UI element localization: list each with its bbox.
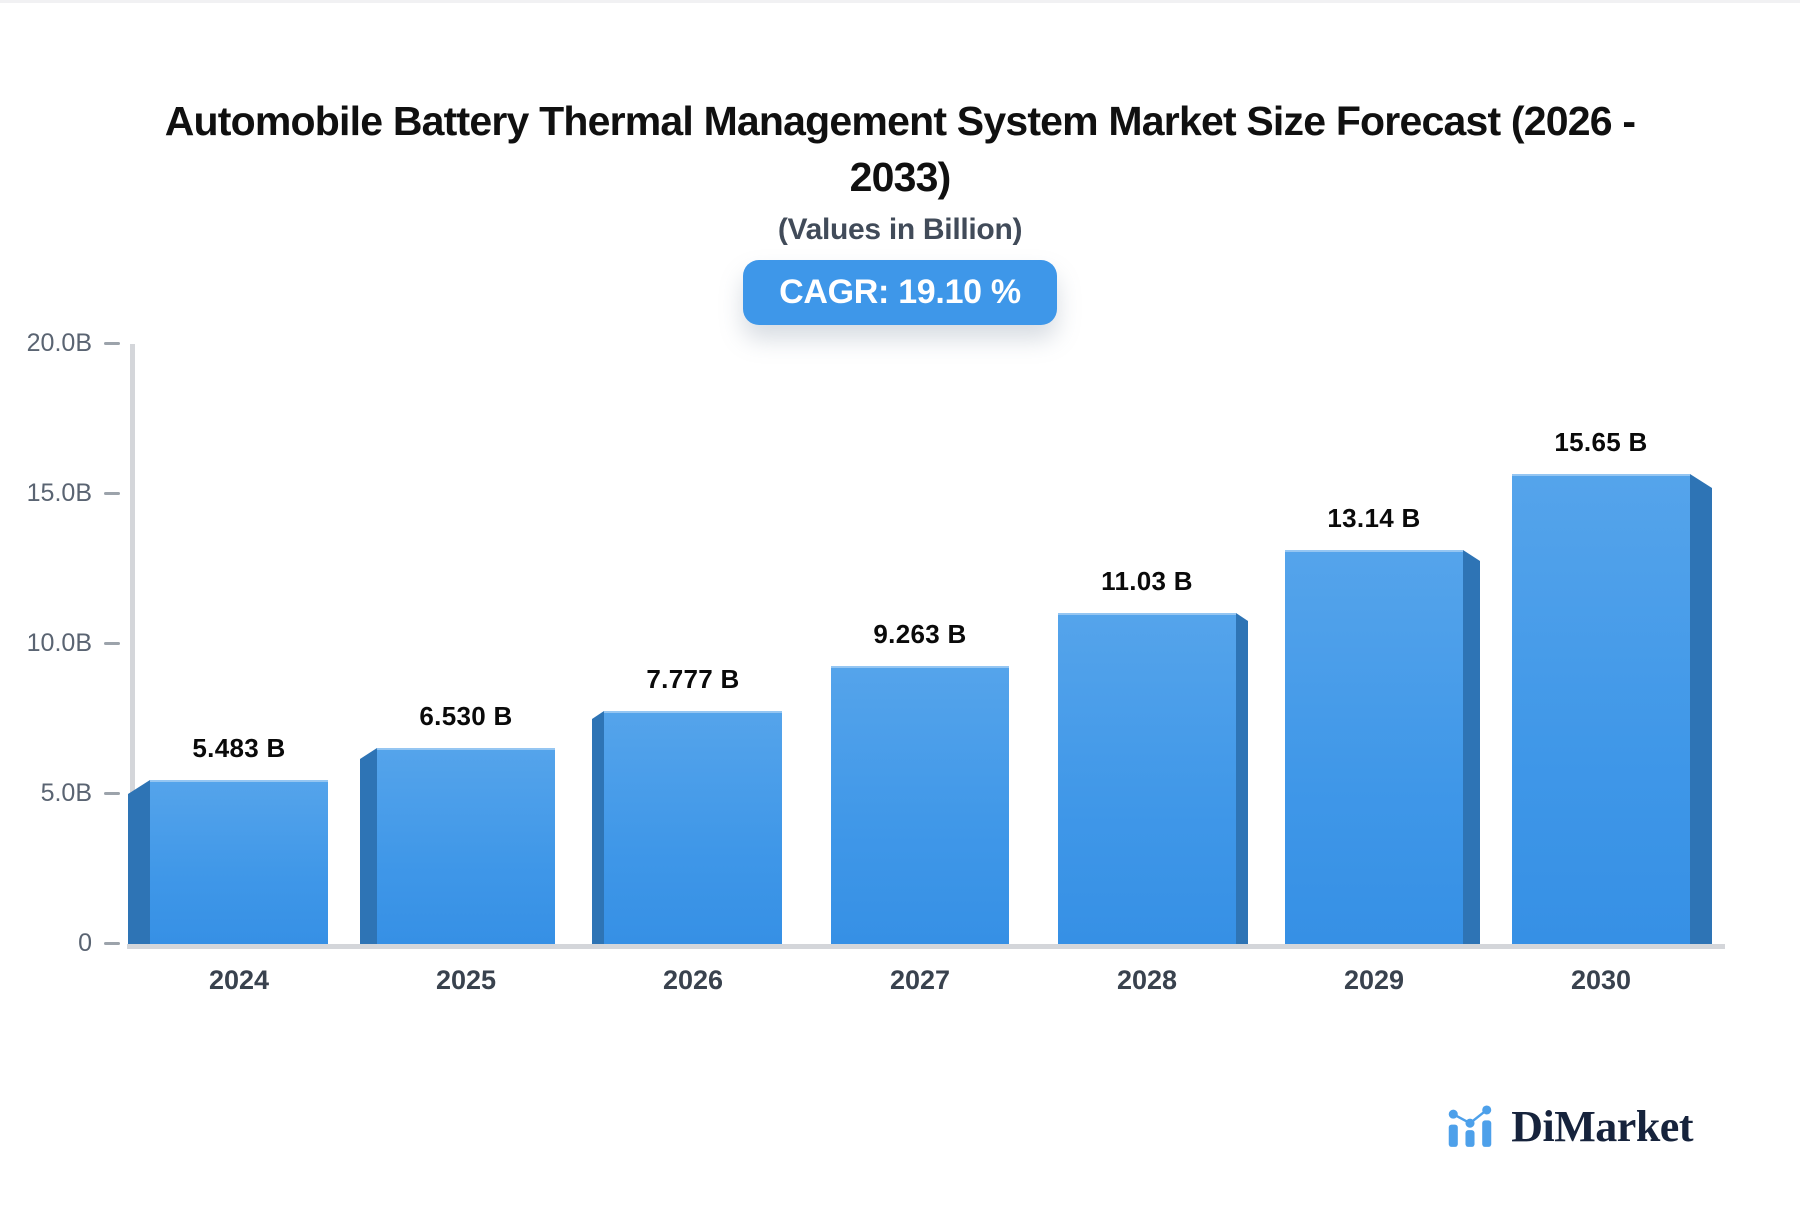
x-axis-category-label: 2026 bbox=[662, 965, 724, 995]
y-axis-tick-label: 5.0B bbox=[40, 779, 92, 807]
bar bbox=[150, 780, 328, 944]
bar-3d-side bbox=[592, 711, 604, 944]
y-axis-tick-label: 15.0B bbox=[26, 479, 92, 507]
bar bbox=[604, 711, 782, 944]
y-axis-line bbox=[130, 344, 135, 949]
bar-value-label: 6.530 B bbox=[419, 701, 513, 731]
dimarket-logo-text: DiMarket bbox=[1511, 1102, 1693, 1151]
cagr-badge: CAGR: 19.10 % bbox=[743, 260, 1057, 325]
page-title-line-2: 2033) bbox=[849, 154, 952, 200]
bar-3d-side bbox=[1463, 550, 1480, 944]
bar-value-label: 9.263 B bbox=[873, 619, 967, 649]
bar bbox=[1285, 550, 1463, 944]
chart-header: Automobile Battery Thermal Management Sy… bbox=[0, 93, 1800, 325]
bar bbox=[831, 666, 1009, 944]
bar-value-label: 15.65 B bbox=[1554, 427, 1648, 457]
y-axis-tick bbox=[104, 342, 120, 345]
x-axis-baseline bbox=[127, 944, 1725, 949]
dimarket-logo: DiMarket bbox=[1447, 1102, 1693, 1151]
bar bbox=[377, 748, 555, 944]
bar-value-label: 5.483 B bbox=[192, 733, 286, 763]
bar bbox=[1058, 613, 1236, 944]
y-axis-tick bbox=[104, 942, 120, 945]
bar-3d-side bbox=[1236, 613, 1248, 944]
x-axis-category-label: 2028 bbox=[1116, 965, 1178, 995]
bar-value-label: 7.777 B bbox=[646, 664, 740, 694]
page-title-line-1: Automobile Battery Thermal Management Sy… bbox=[164, 98, 1636, 144]
x-axis-category-label: 2029 bbox=[1343, 965, 1405, 995]
bar-3d-side bbox=[128, 780, 150, 944]
x-axis-category-label: 2024 bbox=[208, 965, 270, 995]
chart-subtitle: (Values in Billion) bbox=[777, 213, 1023, 246]
bar-3d-side bbox=[360, 748, 377, 944]
bar-value-label: 13.14 B bbox=[1327, 503, 1421, 533]
bar-3d-side bbox=[1690, 474, 1712, 944]
bar bbox=[1512, 474, 1690, 944]
y-axis-tick bbox=[104, 642, 120, 645]
y-axis-tick-label: 0 bbox=[78, 929, 92, 957]
x-axis-category-label: 2027 bbox=[889, 965, 951, 995]
y-axis-tick-label: 20.0B bbox=[26, 329, 92, 357]
y-axis-tick bbox=[104, 492, 120, 495]
y-axis-tick bbox=[104, 792, 120, 795]
x-axis-category-label: 2025 bbox=[435, 965, 497, 995]
x-axis-category-label: 2030 bbox=[1570, 965, 1632, 995]
bar-value-label: 11.03 B bbox=[1101, 566, 1193, 596]
y-axis-tick-label: 10.0B bbox=[26, 629, 92, 657]
bar-chart-trend-icon bbox=[1449, 1105, 1492, 1147]
bar-chart-plot-area: 20.0B 15.0B 10.0B 5.0B 0 5.483 B 2024 6.530 B 20… bbox=[0, 3, 1800, 1215]
